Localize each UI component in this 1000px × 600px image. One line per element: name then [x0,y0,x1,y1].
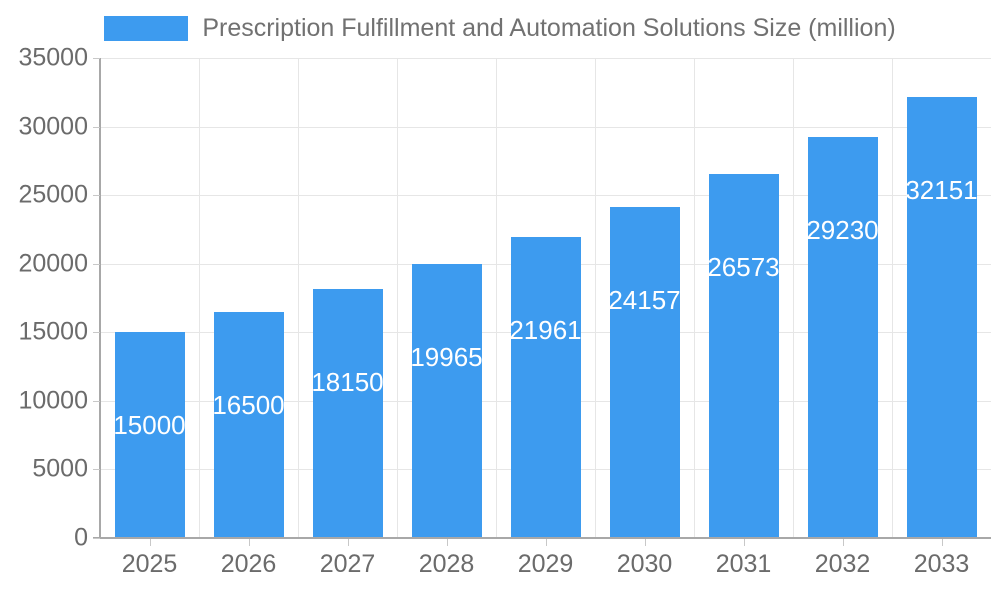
x-axis-tick [446,539,448,546]
y-axis-tick [93,538,100,539]
bar[interactable] [114,332,185,538]
gridline-horizontal [100,195,991,197]
bar[interactable] [609,206,680,538]
bar-value-label: 29230 [806,215,879,246]
x-axis-label: 2033 [913,550,970,578]
x-axis-label: 2029 [517,550,574,578]
bar[interactable] [807,137,878,538]
gridline-horizontal [100,58,991,59]
y-axis-label: 30000 [18,112,88,141]
y-axis-tick [93,332,100,334]
bar[interactable] [510,236,581,538]
x-axis-tick [842,539,844,546]
x-axis-label: 2027 [319,550,376,578]
y-axis-tick [93,126,100,128]
gridline-vertical [694,58,695,538]
bar-value-label: 21961 [509,314,582,345]
y-axis-line [99,58,101,539]
gridline-vertical [199,58,200,538]
y-axis-label: 5000 [32,454,88,483]
x-axis-tick [347,539,349,546]
bar[interactable] [213,311,284,538]
x-axis-tick [149,539,151,546]
bar[interactable] [708,173,779,538]
x-axis-label: 2032 [814,550,871,578]
bar-value-label: 26573 [707,251,780,282]
x-axis-tick [644,539,646,546]
y-axis-tick [93,58,100,59]
x-axis-tick [941,539,943,546]
y-axis-tick [93,469,100,471]
plot-area: 15000 16500 18150 19965 21961 24157 26573 29230… [100,58,991,539]
y-axis-tick [93,400,100,402]
y-axis-label: 0 [74,523,88,552]
x-axis-label: 2026 [220,550,277,578]
gridline-vertical [298,58,299,538]
gridline-vertical [595,58,596,538]
legend-item-prescription-fulfillment[interactable]: Prescription Fulfillment and Automation … [104,13,896,43]
bar[interactable] [411,264,482,538]
x-axis-tick [248,539,250,546]
bar[interactable] [312,289,383,538]
y-axis-label: 15000 [18,317,88,346]
y-axis-label: 10000 [18,386,88,415]
bar[interactable] [906,97,977,538]
x-axis-label: 2030 [616,550,673,578]
gridline-vertical [793,58,794,538]
y-axis-label: 25000 [18,180,88,209]
y-axis-label: 20000 [18,249,88,278]
bar-value-label: 19965 [410,342,483,373]
chart-legend: Prescription Fulfillment and Automation … [0,0,1000,56]
bar-value-label: 18150 [311,367,384,398]
y-axis-tick [93,195,100,197]
x-axis-label: 2028 [418,550,475,578]
y-axis-tick [93,263,100,265]
gridline-vertical [496,58,497,538]
bar-value-label: 24157 [608,284,681,315]
legend-swatch-icon [104,15,189,41]
x-axis-line [93,537,991,539]
bar-value-label: 32151 [905,175,978,206]
legend-label: Prescription Fulfillment and Automation … [202,13,896,42]
y-axis-label: 35000 [18,43,88,72]
gridline-horizontal [100,126,991,128]
bar-value-label: 16500 [212,389,285,420]
x-axis-tick [545,539,547,546]
x-axis-tick [743,539,745,546]
x-axis-label: 2031 [715,550,772,578]
x-axis-label: 2025 [121,550,178,578]
gridline-vertical [397,58,398,538]
gridline-vertical [892,58,893,538]
bar-value-label: 15000 [113,410,186,441]
